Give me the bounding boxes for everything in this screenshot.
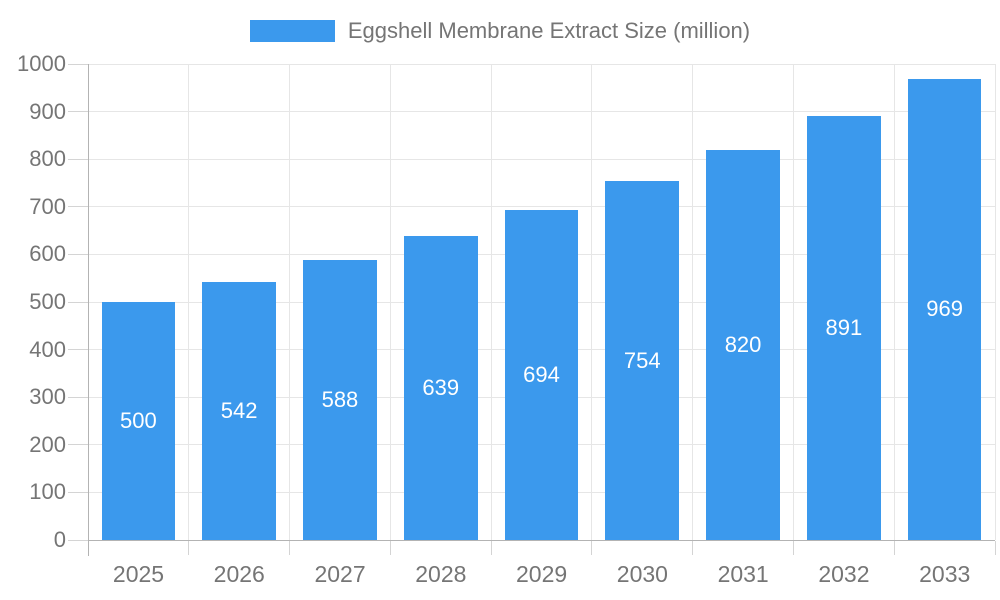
bar-value-label: 542: [220, 397, 258, 423]
bar-value-label: 754: [623, 347, 661, 373]
y-axis-line: [88, 64, 89, 556]
y-tick-label: 0: [53, 527, 66, 552]
bar[interactable]: 588: [303, 260, 377, 540]
y-tick-label: 700: [29, 193, 66, 219]
y-axis-tick: [68, 539, 88, 541]
x-tick-label: 2025: [112, 561, 165, 587]
bar[interactable]: 754: [605, 181, 680, 540]
x-tick-label: 2028: [415, 561, 467, 587]
x-axis-tick: [591, 541, 593, 555]
bar-value-label: 639: [422, 374, 460, 400]
x-axis-tick: [692, 541, 694, 555]
gridline-vertical: [289, 64, 291, 540]
bar-value-label: 969: [926, 296, 963, 322]
y-tick-label: 900: [29, 98, 66, 124]
x-tick-label: 2031: [717, 561, 769, 587]
x-tick-label: 2030: [616, 561, 668, 587]
bar[interactable]: 639: [403, 235, 478, 540]
x-axis-tick: [994, 541, 996, 555]
y-tick-label: 600: [29, 241, 66, 267]
legend-swatch: [249, 20, 335, 42]
x-axis-tick: [490, 541, 492, 555]
gridline-horizontal: [88, 63, 995, 65]
x-axis-tick: [389, 541, 391, 555]
gridline-vertical: [490, 64, 492, 540]
x-tick-label: 2029: [516, 561, 568, 587]
bar-value-label: 891: [825, 314, 863, 340]
gridline-vertical: [389, 64, 391, 540]
bar-value-label: 820: [724, 331, 762, 357]
gridline-horizontal: [88, 111, 995, 113]
y-axis-tick: [68, 396, 88, 398]
bar[interactable]: 891: [807, 115, 881, 540]
legend-item[interactable]: Eggshell Membrane Extract Size (million): [0, 14, 1000, 48]
y-tick-label: 200: [29, 431, 66, 457]
bar[interactable]: 542: [202, 282, 276, 540]
y-axis-tick: [68, 444, 88, 446]
bar[interactable]: 694: [504, 209, 579, 540]
bar[interactable]: 820: [706, 149, 780, 540]
x-axis-tick: [792, 541, 794, 555]
bar[interactable]: 500: [101, 302, 176, 540]
y-tick-label: 300: [29, 384, 66, 410]
y-axis-tick: [68, 158, 88, 160]
plot-area: 0 100 200 300 400 500 600 700 800 900 1000 500 2025 5…: [17, 51, 996, 587]
bar[interactable]: 969: [907, 78, 982, 540]
y-tick-label: 500: [29, 289, 66, 314]
gridline-horizontal: [88, 206, 995, 208]
bar-value-label: 500: [120, 408, 157, 433]
y-tick-label: 100: [29, 479, 66, 505]
x-axis-line: [88, 540, 995, 541]
gridline-horizontal: [88, 158, 995, 160]
x-tick-label: 2032: [818, 561, 870, 587]
gridline-vertical: [591, 64, 593, 540]
y-axis-tick: [68, 111, 88, 113]
gridline-vertical: [188, 64, 190, 540]
y-axis-tick: [68, 491, 88, 493]
bar-value-label: 694: [523, 361, 560, 387]
y-axis-tick: [68, 63, 88, 65]
gridline-vertical: [893, 64, 895, 540]
bar-value-label: 588: [321, 387, 359, 413]
y-axis-tick: [68, 253, 88, 255]
y-tick-label: 800: [29, 146, 66, 172]
y-axis-tick: [68, 206, 88, 208]
x-tick-label: 2027: [314, 561, 366, 587]
gridline-vertical: [994, 64, 996, 540]
gridline-vertical: [692, 64, 694, 540]
y-tick-label: 1000: [17, 51, 66, 76]
y-axis-tick: [68, 349, 88, 351]
x-tick-label: 2026: [213, 561, 265, 587]
legend-label: Eggshell Membrane Extract Size (million): [347, 18, 751, 43]
x-tick-label: 2033: [919, 561, 971, 587]
x-axis-tick: [289, 541, 291, 555]
y-tick-label: 400: [29, 336, 66, 362]
x-axis-tick: [188, 541, 190, 555]
gridline-vertical: [792, 64, 794, 540]
y-axis-tick: [68, 301, 88, 303]
x-axis-tick: [893, 541, 895, 555]
